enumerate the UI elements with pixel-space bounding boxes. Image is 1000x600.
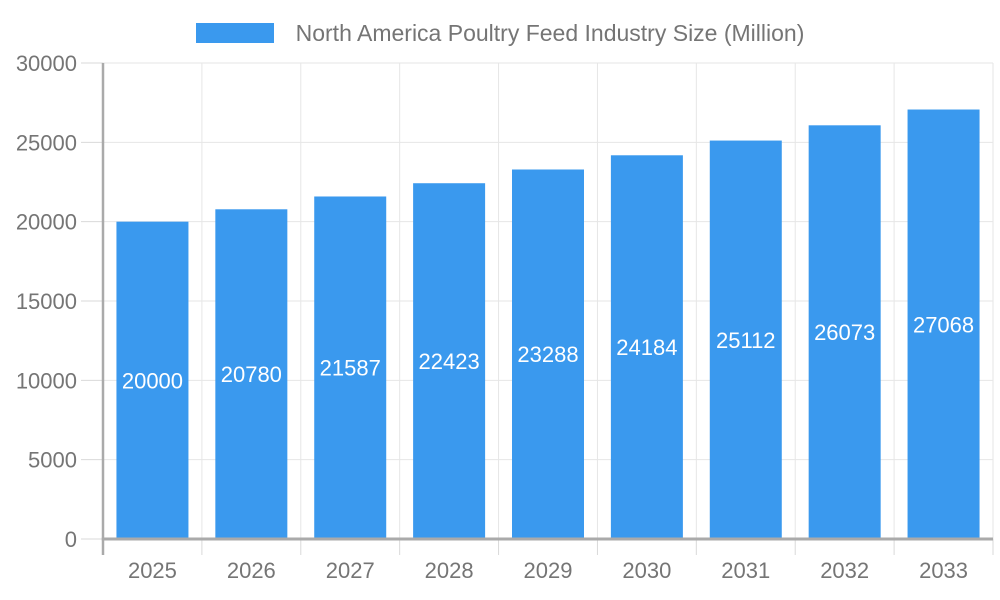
bar-value-label-2032: 26073: [814, 320, 875, 345]
legend-label: North America Poultry Feed Industry Size…: [295, 19, 805, 46]
x-axis-label-2031: 2031: [721, 558, 770, 583]
y-axis-label: 20000: [16, 210, 77, 235]
bar-value-label-2029: 23288: [517, 342, 578, 367]
chart-legend[interactable]: North America Poultry Feed Industry Size…: [0, 16, 1000, 50]
x-axis-label-2026: 2026: [227, 558, 276, 583]
bar-2030[interactable]: [610, 155, 683, 540]
x-axis-label-2030: 2030: [622, 558, 671, 583]
bar-2033[interactable]: [907, 109, 980, 540]
x-axis-label-2033: 2033: [919, 558, 968, 583]
y-axis-label: 10000: [16, 368, 77, 393]
x-axis-label-2027: 2027: [326, 558, 375, 583]
bar-value-label-2025: 20000: [122, 368, 183, 393]
bar-2032[interactable]: [808, 125, 881, 539]
bar-value-label-2033: 27068: [913, 312, 974, 337]
bar-2029[interactable]: [512, 169, 584, 539]
y-axis-label: 0: [65, 527, 77, 552]
bar-value-label-2026: 20780: [221, 362, 282, 387]
legend-swatch: [195, 23, 274, 43]
x-axis-label-2025: 2025: [128, 558, 177, 583]
bar-value-label-2030: 24184: [616, 335, 677, 360]
bar-2025[interactable]: [116, 221, 189, 539]
bar-2028[interactable]: [413, 183, 486, 539]
y-axis-label: 5000: [28, 448, 77, 473]
y-axis-label: 15000: [16, 289, 77, 314]
bar-value-label-2031: 25112: [716, 328, 776, 353]
bar-value-label-2028: 22423: [419, 349, 480, 374]
x-axis-label-2032: 2032: [820, 558, 869, 583]
y-axis-label: 30000: [16, 51, 77, 76]
y-axis-label: 25000: [16, 130, 77, 155]
bar-value-label-2027: 21587: [320, 356, 381, 381]
bar-2031[interactable]: [709, 140, 782, 539]
x-axis-label-2028: 2028: [425, 558, 474, 583]
bar-2026[interactable]: [215, 209, 288, 540]
bar-2027[interactable]: [314, 196, 387, 539]
x-axis-label-2029: 2029: [524, 558, 573, 583]
